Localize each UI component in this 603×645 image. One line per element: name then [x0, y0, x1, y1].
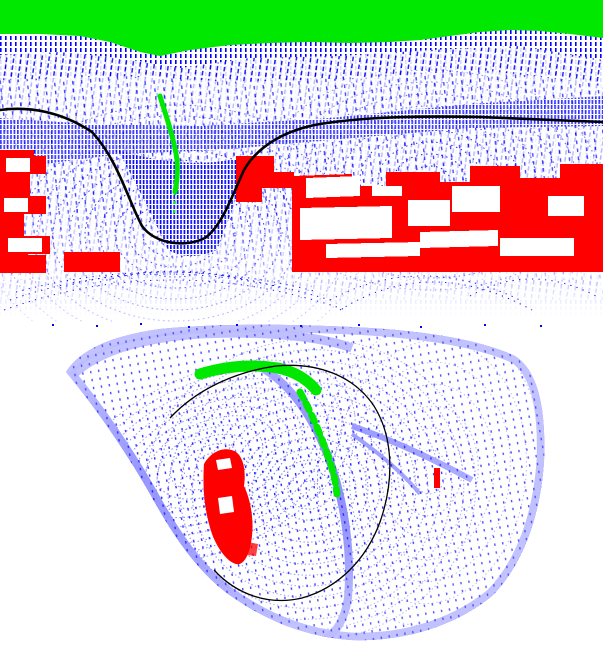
critical-isoline-3d — [169, 364, 391, 602]
lower-panel-canvas — [0, 322, 603, 645]
critical-isoline — [0, 107, 603, 245]
tracer-curve-green — [157, 93, 180, 195]
meridional-slice-panel — [0, 0, 603, 322]
red-mask-region-3d — [203, 449, 440, 565]
upper-panel-canvas — [0, 0, 603, 322]
stray-mesh-dots — [52, 323, 542, 328]
tracer-curve-green-tail — [172, 191, 177, 215]
shell-projection-panel — [0, 322, 603, 645]
surface-band-green-3d — [194, 360, 341, 498]
shell-mesh-group — [66, 324, 545, 641]
lower-arc-fan — [3, 270, 597, 311]
red-mask-region — [0, 150, 603, 273]
surface-band-green — [0, 0, 603, 56]
